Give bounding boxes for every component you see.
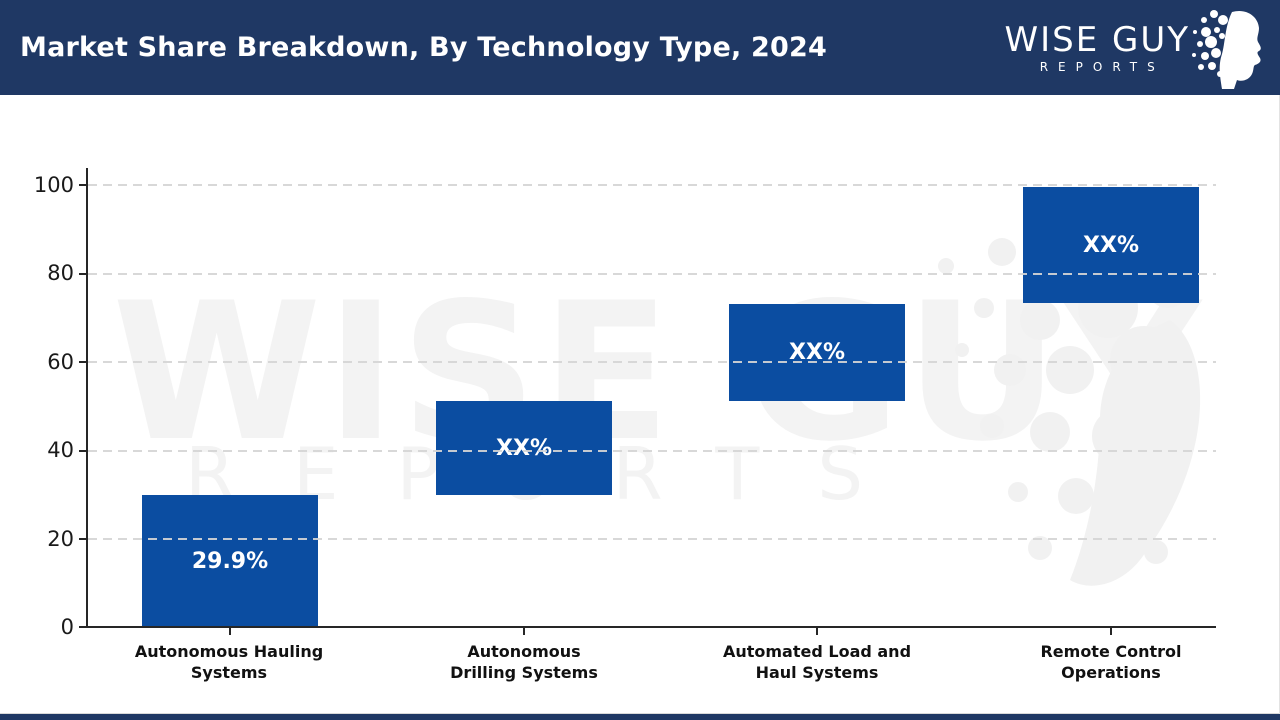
category-line: Automated Load and [722, 642, 912, 661]
x-tick [523, 628, 525, 635]
y-tick [79, 450, 86, 452]
y-tick-label: 80 [47, 261, 74, 285]
category-line: Remote Control [1040, 642, 1182, 661]
bar-value-label: 29.9% [191, 548, 269, 574]
bar-value-label: XX% [496, 435, 552, 461]
x-tick [1110, 628, 1112, 635]
logo-subtext: REPORTS [1039, 60, 1165, 74]
brand-logo: WISE GUY REPORTS [1004, 6, 1266, 90]
y-tick [79, 273, 86, 275]
category-line: Drilling Systems [450, 663, 598, 682]
x-axis-line [86, 626, 1216, 628]
bar-automated-load-and-haul-systems[interactable]: XX% [729, 304, 905, 401]
bar-autonomous-drilling-systems[interactable]: XX% [436, 401, 612, 495]
category-line: Autonomous [467, 642, 581, 661]
category-line: Haul Systems [755, 663, 879, 682]
y-tick [79, 361, 86, 363]
bar-autonomous-hauling-systems[interactable]: 29.9% [142, 495, 318, 627]
x-tick [816, 628, 818, 635]
gridline-80 [88, 273, 1216, 275]
category-line: Autonomous Hauling [134, 642, 324, 661]
footer-bar [0, 714, 1280, 720]
bottom-border-line [0, 713, 1280, 714]
chart-title: Market Share Breakdown, By Technology Ty… [20, 32, 827, 63]
header-bar: Market Share Breakdown, By Technology Ty… [0, 0, 1280, 95]
logo-wordmark: WISE GUY [1004, 20, 1190, 60]
gridline-60 [88, 361, 1216, 363]
y-tick-label: 20 [47, 527, 74, 551]
y-tick [79, 538, 86, 540]
bar-value-label: XX% [789, 340, 845, 365]
y-tick-label: 60 [47, 350, 74, 374]
gridline-40 [88, 450, 1216, 452]
x-tick [229, 628, 231, 635]
y-tick-label: 100 [33, 173, 74, 197]
y-tick-label: 0 [60, 615, 74, 639]
x-category-label: Autonomous Drilling Systems [374, 641, 674, 683]
logo-head-icon [1192, 10, 1261, 90]
category-line: Operations [1061, 663, 1161, 682]
x-category-label: Automated Load and Haul Systems [667, 641, 967, 683]
x-category-label: Autonomous Hauling Systems [79, 641, 379, 683]
bar-value-label: XX% [1083, 232, 1139, 258]
gridline-100 [88, 184, 1216, 186]
y-axis-line [86, 168, 88, 628]
y-tick-label: 40 [47, 438, 74, 462]
y-tick [79, 184, 86, 186]
logo-text: WISE GUY REPORTS [1004, 22, 1190, 74]
bar-remote-control-operations[interactable]: XX% [1023, 187, 1199, 303]
gridline-20 [88, 538, 1216, 540]
category-line: Systems [190, 663, 268, 682]
x-category-label: Remote Control Operations [961, 641, 1261, 683]
y-tick [79, 626, 86, 628]
